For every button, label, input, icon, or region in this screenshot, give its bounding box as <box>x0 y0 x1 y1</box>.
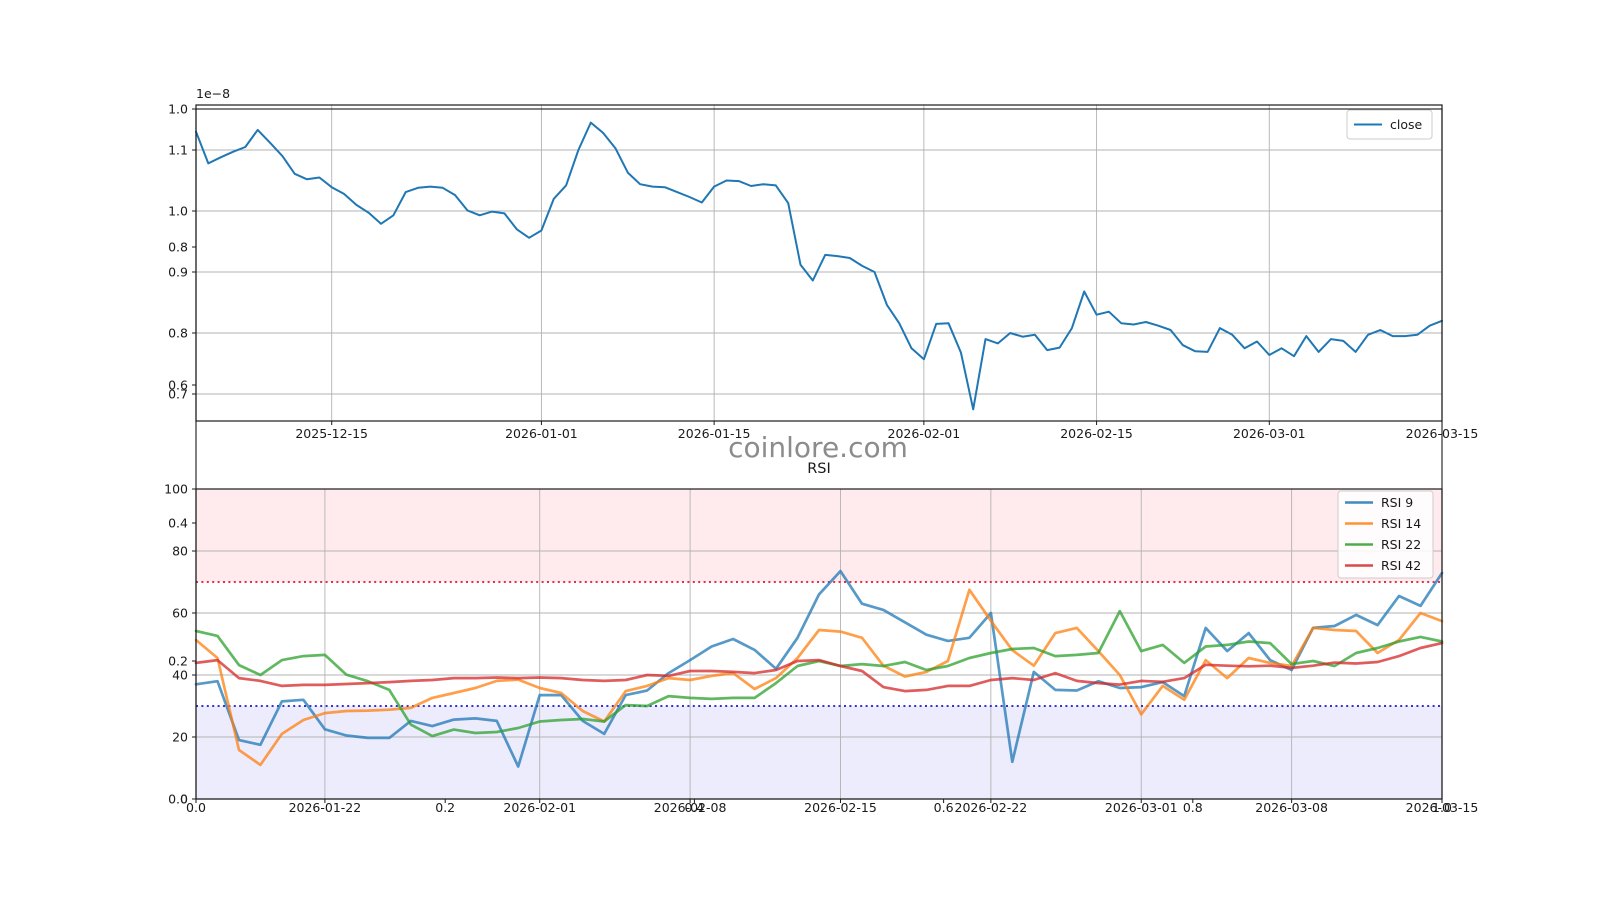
rsi-tick-labels: 2026-01-22 2026-02-01 2026-02-08 2026-02-15… <box>164 482 1478 816</box>
price-ticks <box>192 149 1443 425</box>
rsi-x-tick-label: 2026-03-08 <box>1255 800 1328 815</box>
rsi-legend-label: RSI 14 <box>1381 516 1421 531</box>
price-x-tick-label: 2026-01-01 <box>505 426 578 441</box>
rsi-overbought-band <box>196 489 1442 582</box>
rsi-legend-label: RSI 22 <box>1381 537 1421 552</box>
overlay-axes-box <box>195 108 1443 800</box>
price-y-tick-label: 0.7 <box>168 387 188 402</box>
rsi-y-tick-label: 40 <box>172 668 188 683</box>
price-y-tick-label: 1.0 <box>168 204 188 219</box>
price-y-tick-label: 1.1 <box>168 143 188 158</box>
overlay-axes: 1.0 0.8 0.6 0.4 0.2 0.00.0 0.2 0.4 0.6 0.8 1.0 <box>168 102 1452 816</box>
price-x-tick-label: 2025-12-15 <box>295 426 368 441</box>
price-x-tick-label: 2026-02-15 <box>1060 426 1133 441</box>
price-legend-box <box>1346 109 1433 140</box>
rsi-y-tick-label: 20 <box>172 730 188 745</box>
overlay-x-tick-label: 0.2 <box>435 800 455 815</box>
price-grid <box>196 105 1442 421</box>
price-x-tick-label: 2026-02-01 <box>888 426 961 441</box>
overlay-y-tick-label: 0.6 <box>168 378 188 393</box>
price-legend: close <box>1346 109 1433 140</box>
rsi-chart: 2026-01-22 2026-02-01 2026-02-08 2026-02-15… <box>164 482 1478 816</box>
overlay-y-tick-label: 0.4 <box>168 516 188 531</box>
rsi-legend-label: RSI 9 <box>1381 495 1413 510</box>
overlay-x-tick-label: 0.4 <box>684 800 704 815</box>
overlay-y-tick-label: 0.0 <box>168 792 188 807</box>
watermark: coinlore.com <box>728 431 908 464</box>
price-x-tick-label: 2026-01-15 <box>678 426 751 441</box>
rsi-x-tick-label: 2026-02-01 <box>503 800 576 815</box>
price-y-tick-label: 0.9 <box>168 265 188 280</box>
price-chart: 2025-12-15 2026-01-01 2026-01-15 2026-02-01… <box>168 104 1478 442</box>
rsi-x-tick-label: 2026-02-15 <box>804 800 877 815</box>
rsi-legend-label: RSI 42 <box>1381 558 1421 573</box>
price-tick-labels: 2025-12-15 2026-01-01 2026-01-15 2026-02-01… <box>168 143 1478 442</box>
overlay-y-tick-label: 0.8 <box>168 240 188 255</box>
rsi-oversold-band <box>196 706 1442 799</box>
rsi-x-tick-label: 2026-02-08 <box>654 800 727 815</box>
rsi-x-tick-label: 2026-03-01 <box>1105 800 1178 815</box>
overlay-x-tick-label: 1.0 <box>1432 800 1452 815</box>
rsi-x-tick-label: 2026-03-15 <box>1406 800 1479 815</box>
rsi-legend-box <box>1337 490 1434 579</box>
rsi-grid <box>196 489 1442 799</box>
price-y-tick-label: 0.8 <box>168 326 188 341</box>
rsi-y-tick-label: 60 <box>172 606 188 621</box>
price-x-tick-label: 2026-03-01 <box>1233 426 1306 441</box>
rsi-x-tick-label: 2026-02-22 <box>955 800 1028 815</box>
price-axes-box <box>195 104 1443 422</box>
rsi-legend: RSI 9 RSI 14 RSI 22 RSI 42 <box>1337 490 1434 579</box>
price-legend-label: close <box>1390 117 1423 132</box>
rsi-42-line <box>194 641 1444 693</box>
overlay-y-tick-label: 1.0 <box>168 102 188 117</box>
rsi-14-line <box>194 588 1444 767</box>
close-line <box>195 121 1443 411</box>
overlay-ticks <box>192 108 1443 803</box>
rsi-y-tick-label: 100 <box>164 482 188 497</box>
rsi-y-tick-label: 80 <box>172 544 188 559</box>
price-offset-label: 1e−8 <box>196 86 230 101</box>
overlay-x-tick-label: 0.6 <box>934 800 954 815</box>
rsi-x-tick-label: 2026-01-22 <box>289 800 362 815</box>
rsi-panel-title: RSI <box>807 461 831 477</box>
overlay-y-tick-label: 0.2 <box>168 654 188 669</box>
overlay-x-tick-label: 0.0 <box>186 800 206 815</box>
overlay-x-tick-label: 0.8 <box>1183 800 1203 815</box>
rsi-y-tick-label: 0 <box>180 792 188 807</box>
